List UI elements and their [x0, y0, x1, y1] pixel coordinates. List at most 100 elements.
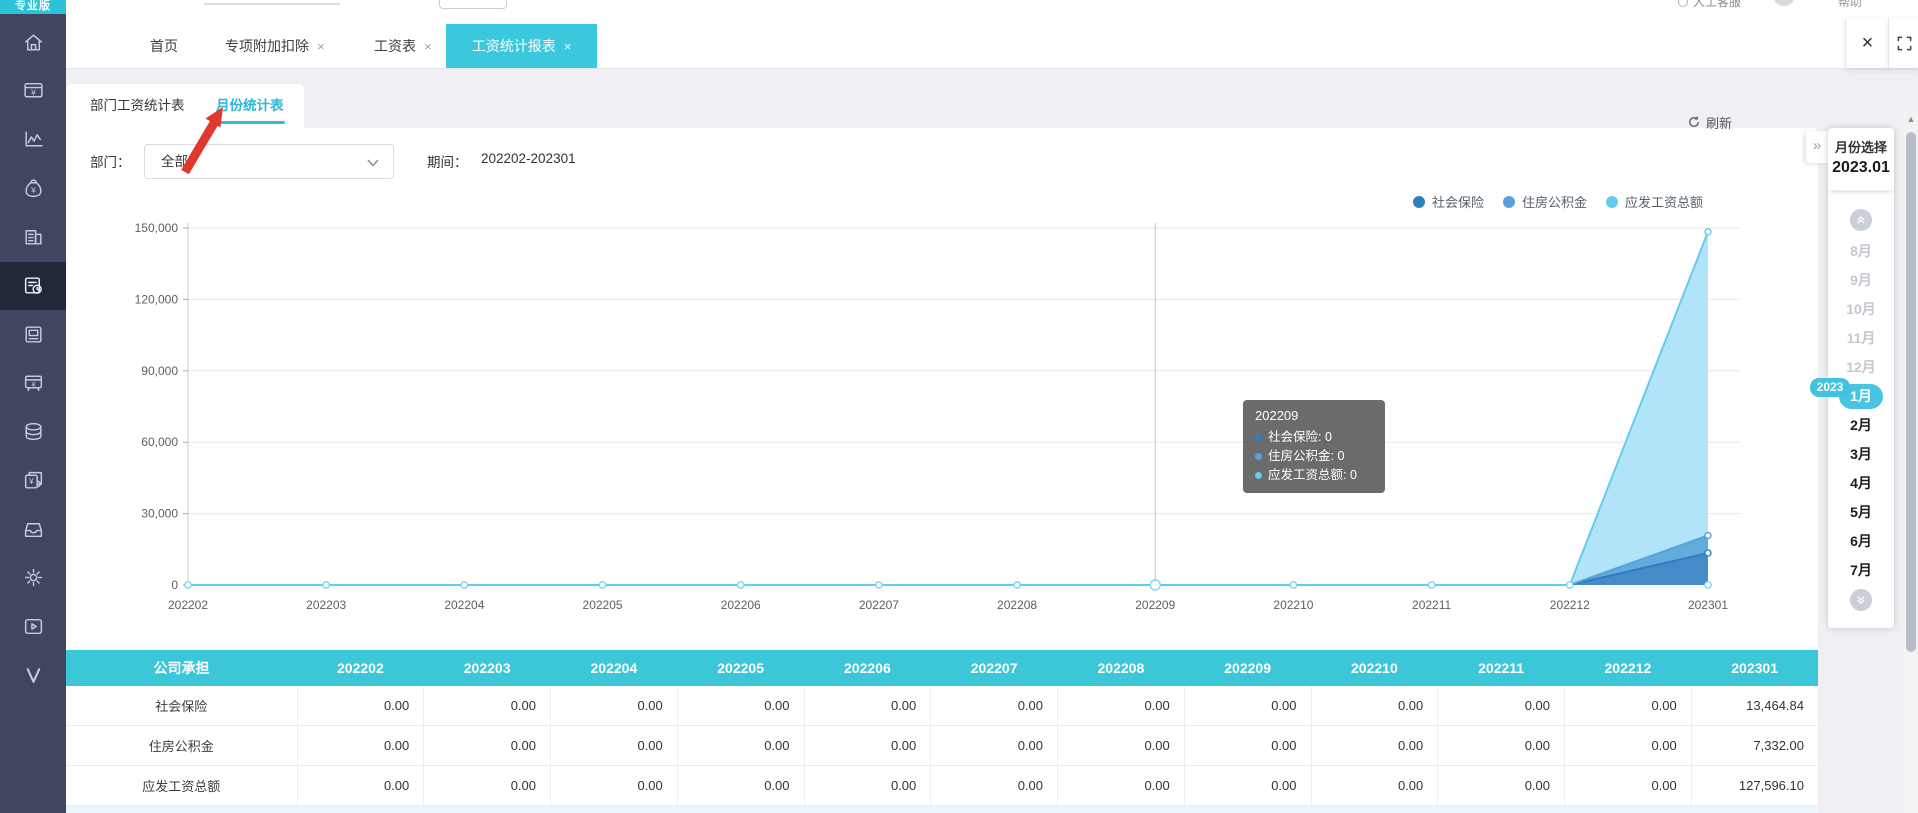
sidebar-item-settings[interactable] — [0, 554, 66, 602]
tutorial-icon — [24, 618, 42, 634]
tab-label: 工资表 — [374, 38, 416, 54]
month-item-3月[interactable]: 3月 — [1850, 446, 1872, 462]
close-tab-icon[interactable]: × — [317, 39, 325, 54]
table-header-cell: 202210 — [1311, 650, 1438, 686]
svg-text:¥: ¥ — [28, 476, 34, 486]
legend-item[interactable]: 住房公积金 — [1503, 192, 1587, 211]
table-header-cell: 202206 — [804, 650, 931, 686]
sidebar-item-home[interactable] — [0, 18, 66, 66]
table-cell: 0.00 — [423, 805, 551, 813]
close-tab-icon[interactable]: × — [563, 39, 572, 54]
scrollbar-up-arrow[interactable]: ▲ — [1906, 114, 1916, 124]
sidebar-item-tax[interactable] — [0, 408, 66, 456]
table-row: 合计0.000.000.000.000.000.000.000.000.000.… — [66, 805, 1818, 813]
legend-item[interactable]: 应发工资总额 — [1606, 192, 1703, 211]
table-row: 应发工资总额 0.00 0.00 0.00 0.00 0.00 0.00 0.00 0.00 0.… — [66, 765, 1818, 806]
table-cell: 0.00 — [676, 686, 804, 726]
table-header-cell: 202212 — [1564, 650, 1692, 686]
table-cell: 0.00 — [676, 765, 804, 806]
chart-canvas[interactable]: 0 30,000 60,000 90,000 120,000 150,000 202202 2… — [100, 195, 1760, 625]
tab-home[interactable]: 首页 — [150, 24, 178, 68]
close-tab-icon[interactable]: × — [424, 39, 432, 54]
table-cell: 0.00 — [1437, 765, 1565, 806]
table-header-cell: 202211 — [1437, 650, 1565, 686]
tab-3[interactable]: 工资统计报表 × — [446, 24, 597, 68]
table-cell: 0.00 — [1310, 805, 1438, 813]
table-cell: 0.00 — [930, 725, 1058, 766]
table-header-cell: 202205 — [677, 650, 804, 686]
month-item-6月[interactable]: 6月 — [1850, 533, 1872, 549]
tab-2[interactable]: 工资表 × — [374, 24, 432, 68]
v-logo-icon — [26, 667, 40, 683]
table-cell: 0.00 — [1437, 725, 1565, 766]
month-item-11月[interactable]: 11月 — [1846, 330, 1876, 346]
help-link[interactable]: 帮助 — [1838, 0, 1863, 9]
svg-text:202211: 202211 — [1412, 598, 1451, 612]
svg-text:202203: 202203 — [306, 598, 346, 612]
close-all-tabs-button[interactable]: × — [1845, 18, 1889, 68]
tab-1[interactable]: 专项附加扣除 × — [225, 24, 325, 68]
scroll-months-up-button[interactable] — [1850, 209, 1872, 231]
salary-summary-table: 公司承担 202202 202203 202204 202205 202206 202207… — [66, 650, 1818, 813]
month-item-7月[interactable]: 7月 — [1850, 562, 1872, 578]
table-cell: 0.00 — [1183, 765, 1311, 806]
svg-text:30,000: 30,000 — [141, 507, 178, 521]
sidebar-item-archive[interactable] — [0, 505, 66, 553]
year-badge: 2023 — [1810, 378, 1850, 397]
table-cell: 0.00 — [1057, 805, 1185, 813]
support-link[interactable]: 人工客服 — [1693, 0, 1742, 9]
month-item-9月[interactable]: 9月 — [1850, 272, 1872, 288]
month-item-8月[interactable]: 8月 — [1850, 243, 1872, 259]
table-cell: 0.00 — [423, 765, 551, 806]
archive-icon — [24, 522, 42, 537]
sidebar-item-report-chart[interactable] — [0, 115, 66, 163]
svg-text:90,000: 90,000 — [141, 364, 178, 378]
scroll-months-down-button[interactable] — [1850, 589, 1872, 611]
table-cell: 0.00 — [803, 725, 931, 766]
svg-text:202204: 202204 — [444, 598, 484, 612]
month-selector-panel: 月份选择 2023.01 8月 9月 10月 11月 12月 1月 2月 3月 4月 5月 6月 7月… — [1810, 128, 1894, 628]
table-cell: 0.00 — [803, 805, 931, 813]
salary-area-chart: 0 30,000 60,000 90,000 120,000 150,000 202202 2… — [100, 195, 1760, 625]
sidebar: 专业版 ¥ ¥ ¥ ¥ — [0, 0, 66, 813]
fullscreen-button[interactable] — [1888, 18, 1918, 68]
month-item-4月[interactable]: 4月 — [1850, 475, 1872, 491]
subtab-0[interactable]: 部门工资统计表 — [90, 98, 185, 113]
table-cell: 0.00 — [1437, 686, 1565, 726]
department-select[interactable]: 全部 — [144, 144, 394, 179]
month-item-5月[interactable]: 5月 — [1850, 504, 1872, 520]
table-cell: 0.00 — [296, 765, 424, 806]
topbar-fragment-line — [204, 3, 340, 5]
table-header-cell: 公司承担 — [66, 650, 297, 686]
sidebar-item-company[interactable] — [0, 213, 66, 261]
month-item-2月[interactable]: 2月 — [1850, 417, 1872, 433]
scrollbar-thumb[interactable] — [1906, 132, 1916, 652]
refresh-button[interactable]: 刷新 — [1687, 112, 1732, 132]
table-header-cell: 202204 — [550, 650, 678, 686]
table-cell: 0.00 — [1057, 765, 1185, 806]
table-cell: 0.00 — [1564, 686, 1692, 726]
month-item-12月[interactable]: 12月 — [1846, 359, 1876, 375]
sidebar-item-tutorial[interactable] — [0, 602, 66, 650]
sidebar-item-statistics[interactable] — [0, 261, 66, 310]
sidebar-item-v-logo[interactable] — [0, 651, 66, 699]
sidebar-item-billing[interactable]: ¥ — [0, 67, 66, 115]
table-cell: 127,596.10 — [1690, 765, 1818, 806]
sidebar-item-transfer[interactable]: ¥ — [0, 456, 66, 504]
period-filter-label: 期间： — [427, 155, 468, 170]
sidebar-item-invoice-machine[interactable] — [0, 310, 66, 358]
statistics-icon — [24, 277, 42, 294]
subtab-1[interactable]: 月份统计表 — [216, 98, 284, 113]
chevron-down-icon — [367, 159, 379, 167]
sidebar-item-funds[interactable]: ¥ — [0, 164, 66, 212]
table-cell: 0.00 — [296, 805, 424, 813]
sidebar-item-cash-register[interactable]: ¥ — [0, 359, 66, 407]
legend-item[interactable]: 社会保险 — [1413, 192, 1484, 211]
department-filter-label: 部门： — [90, 155, 131, 170]
collapse-month-panel-button[interactable]: » — [1806, 131, 1828, 163]
table-cell: 0.00 — [550, 805, 678, 813]
transfer-icon: ¥ — [24, 471, 42, 489]
table-cell: 0.00 — [1564, 725, 1692, 766]
month-item-10月[interactable]: 10月 — [1846, 301, 1876, 317]
avatar[interactable] — [1773, 0, 1795, 6]
